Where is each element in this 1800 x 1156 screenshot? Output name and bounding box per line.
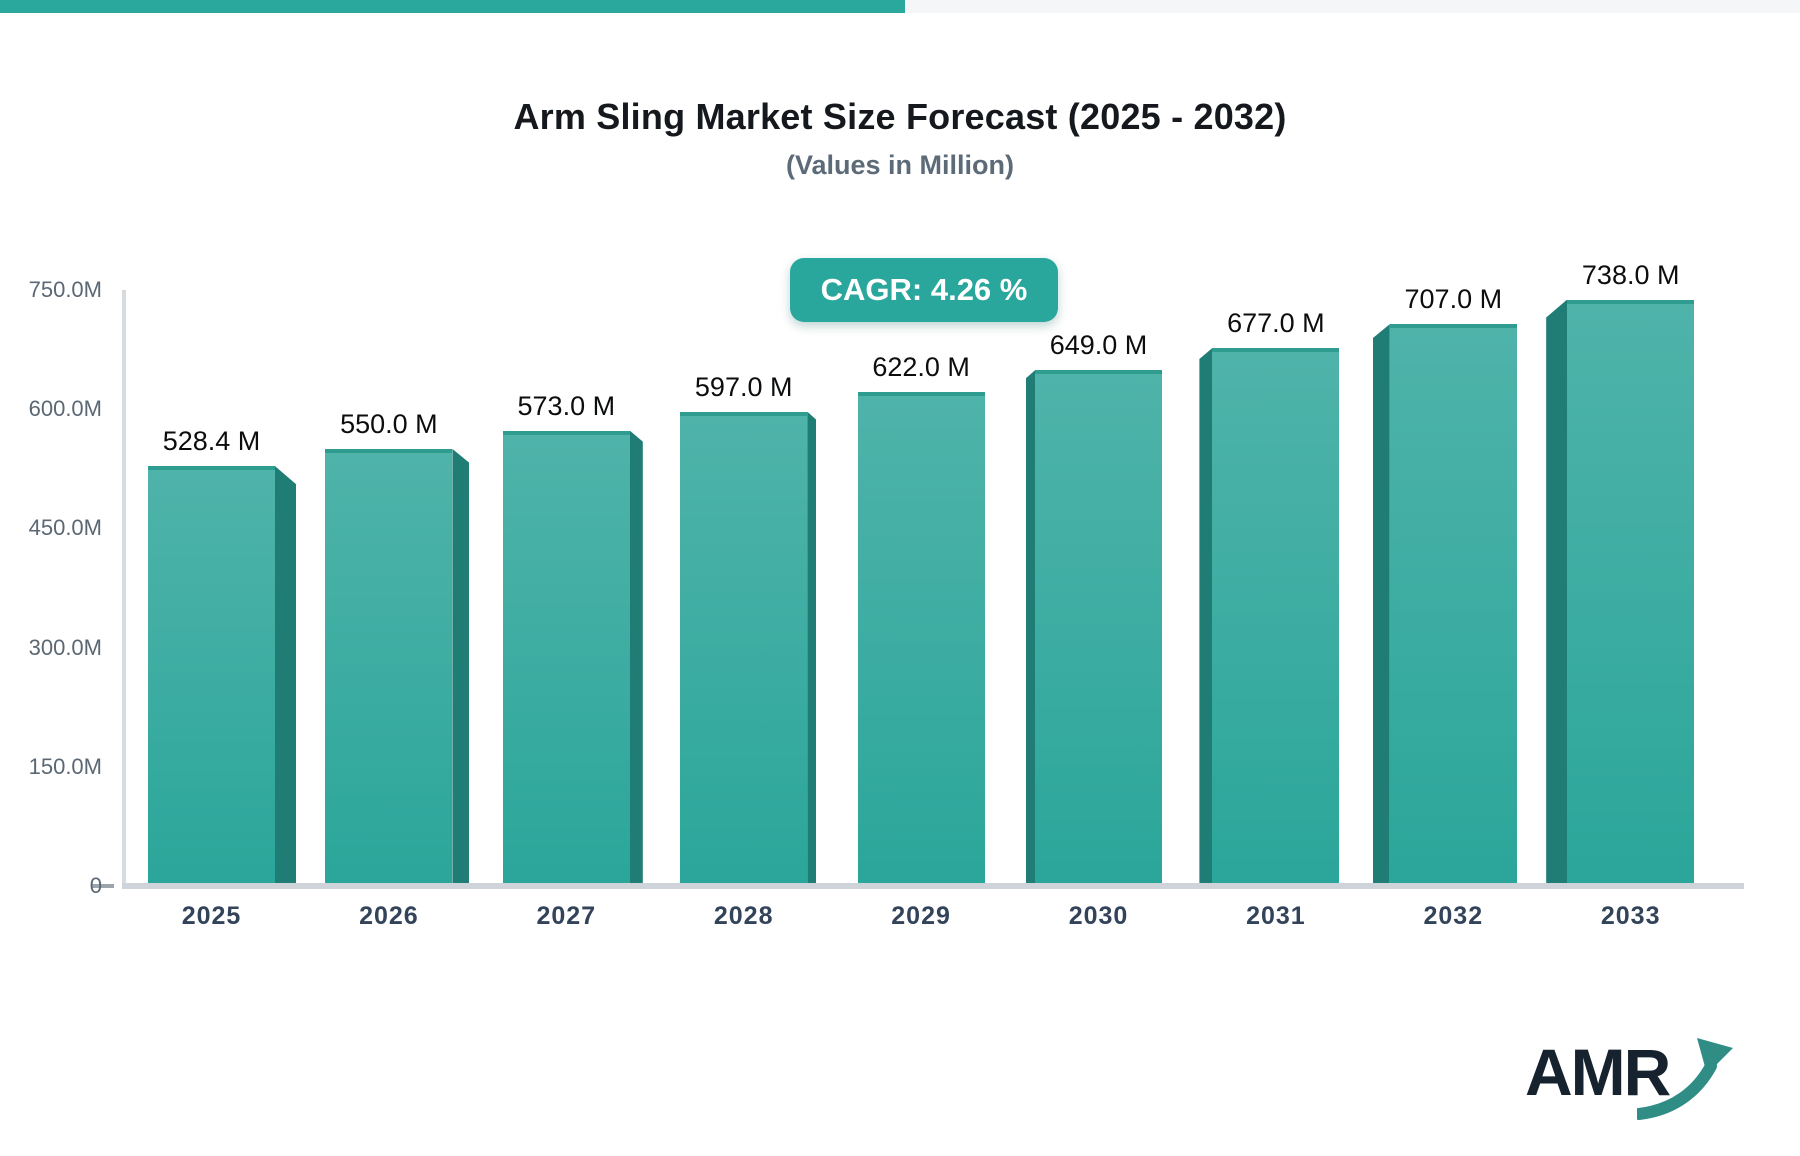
- bar: [1567, 299, 1695, 883]
- y-tick-label: 300.0M: [28, 634, 102, 660]
- top-progress-bar: [0, 0, 905, 13]
- bar-value-label: 677.0 M: [1227, 308, 1325, 338]
- y-tick-label: 600.0M: [28, 396, 102, 422]
- cagr-badge-label: CAGR: 4.26 %: [820, 272, 1028, 307]
- y-axis-line: [122, 290, 126, 889]
- bar: [502, 430, 630, 883]
- growth-arrow-icon: [1637, 1038, 1733, 1120]
- bar-value-label: 622.0 M: [872, 351, 970, 382]
- bar-3d-side: [629, 430, 643, 883]
- bar-3d-side: [275, 466, 296, 883]
- bar: [148, 466, 275, 883]
- bar-value-label: 738.0 M: [1581, 259, 1680, 290]
- bar: [857, 391, 985, 883]
- bar-value-label: 528.4 M: [162, 426, 261, 457]
- bar-value-label: 550.0 M: [340, 408, 438, 439]
- bar-3d-side: [1199, 348, 1213, 883]
- y-tick-label: 450.0M: [28, 515, 102, 541]
- x-tick-label: 2027: [536, 902, 597, 930]
- bar-3d-side: [1372, 324, 1390, 883]
- y-tick-label: 0: [89, 873, 102, 898]
- x-tick-label: 2028: [713, 902, 774, 930]
- x-tick-label: 2029: [891, 902, 951, 930]
- cagr-badge: CAGR: 4.26 %: [790, 258, 1058, 322]
- x-tick-label: 2025: [181, 902, 242, 930]
- bar-value-label: 649.0 M: [1049, 330, 1148, 361]
- bar-3d-side: [1546, 299, 1568, 883]
- bar-3d-side: [807, 411, 817, 883]
- x-tick-label: 2031: [1246, 902, 1306, 930]
- y-tick-label: 150.0M: [28, 753, 102, 779]
- chart-subtitle: (Values in Million): [785, 150, 1015, 180]
- bar-value-label: 597.0 M: [694, 371, 793, 402]
- bar-3d-side: [452, 448, 470, 883]
- bar: [1212, 348, 1340, 883]
- x-tick-label: 2032: [1423, 902, 1484, 930]
- bar: [1035, 370, 1162, 883]
- zero-tick-mark: [92, 884, 114, 888]
- bar: [325, 448, 453, 883]
- chart-title: Arm Sling Market Size Forecast (2025 - 2…: [513, 96, 1287, 137]
- bar-3d-side: [1026, 370, 1035, 883]
- bar-value-label: 573.0 M: [517, 390, 616, 421]
- y-tick-label: 750.0M: [28, 277, 102, 302]
- x-axis-baseline: [122, 883, 1744, 889]
- x-tick-label: 2026: [359, 902, 419, 930]
- amr-logo-text: AMR: [1525, 1035, 1671, 1109]
- x-tick-label: 2033: [1600, 902, 1661, 930]
- bar: [1389, 324, 1517, 883]
- amr-logo: AMR: [1525, 1034, 1745, 1129]
- bar: [680, 411, 808, 883]
- bar-value-label: 707.0 M: [1404, 284, 1503, 315]
- x-tick-label: 2030: [1068, 902, 1129, 930]
